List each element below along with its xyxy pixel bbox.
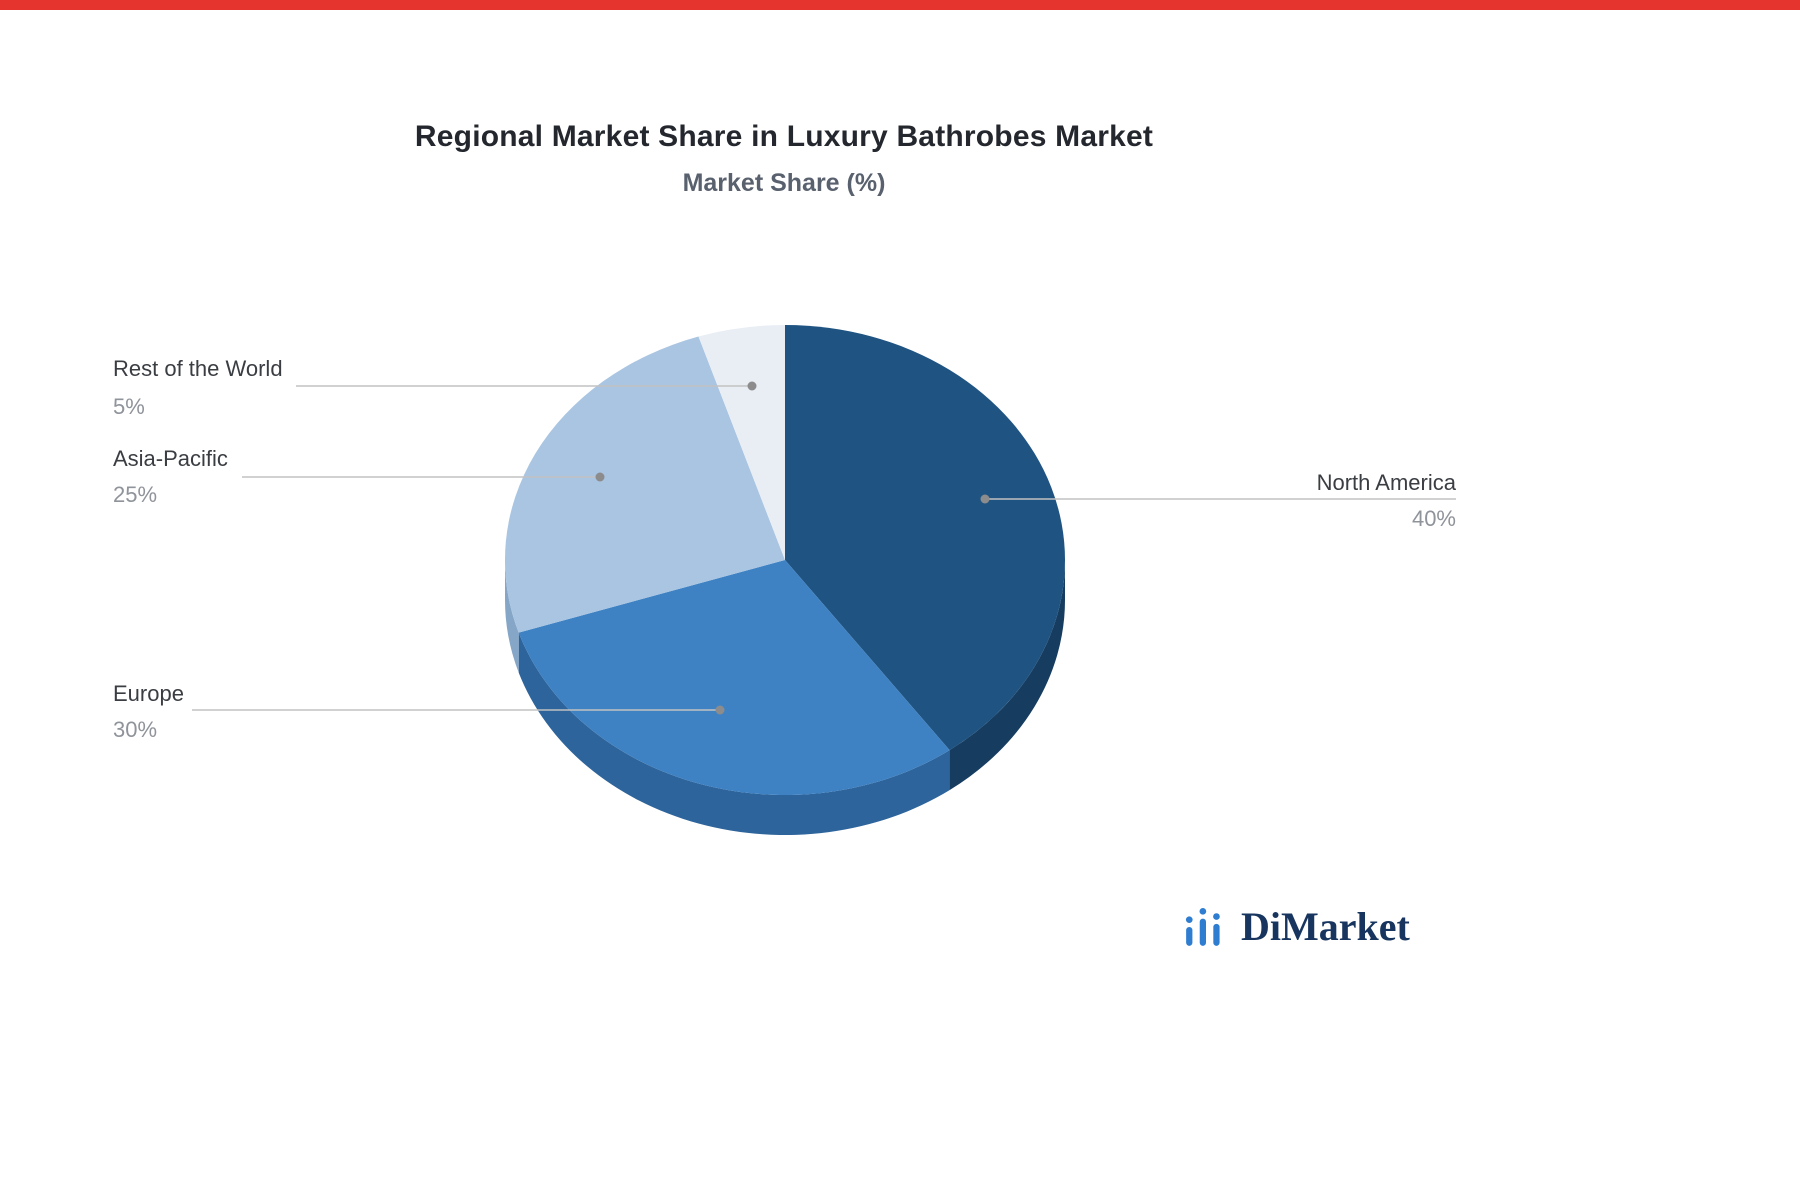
bar-chart-icon [1185,907,1220,946]
leader-dot-asia-pacific [595,472,605,482]
pie-slice-side-north-america [949,560,1065,791]
pie-slice-side-asia-pacific [504,560,519,673]
pie-slice-north-america[interactable] [785,325,1066,751]
slice-label-north-america: North America [1316,470,1456,495]
chart-subtitle: Market Share (%) [682,169,886,197]
slice-label-rest-of-the-world: Rest of the World [113,356,283,381]
slice-value-north-america: 40% [1411,506,1456,531]
pie-slice-rest-of-the-world[interactable] [698,325,785,560]
leader-dot-rest-of-the-world [747,381,757,391]
leader-dot-north-america [980,494,990,504]
pie-slice-europe[interactable] [518,560,950,796]
slice-value-asia-pacific: 25% [113,482,158,507]
pie-slice-asia-pacific[interactable] [504,336,785,633]
slice-label-asia-pacific: Asia-Pacific [113,446,228,471]
slice-value-rest-of-the-world: 5% [113,394,145,419]
chart-title: Regional Market Share in Luxury Bathrobe… [414,120,1154,153]
brand-logo: DiMarket [1183,903,1410,950]
pie-slice-side-europe [518,632,950,836]
leader-dot-europe [715,705,725,715]
slice-value-europe: 30% [113,717,158,742]
slice-label-europe: Europe [113,681,184,706]
top-accent-bar [0,0,1800,10]
brand-name: DiMarket [1241,904,1410,949]
